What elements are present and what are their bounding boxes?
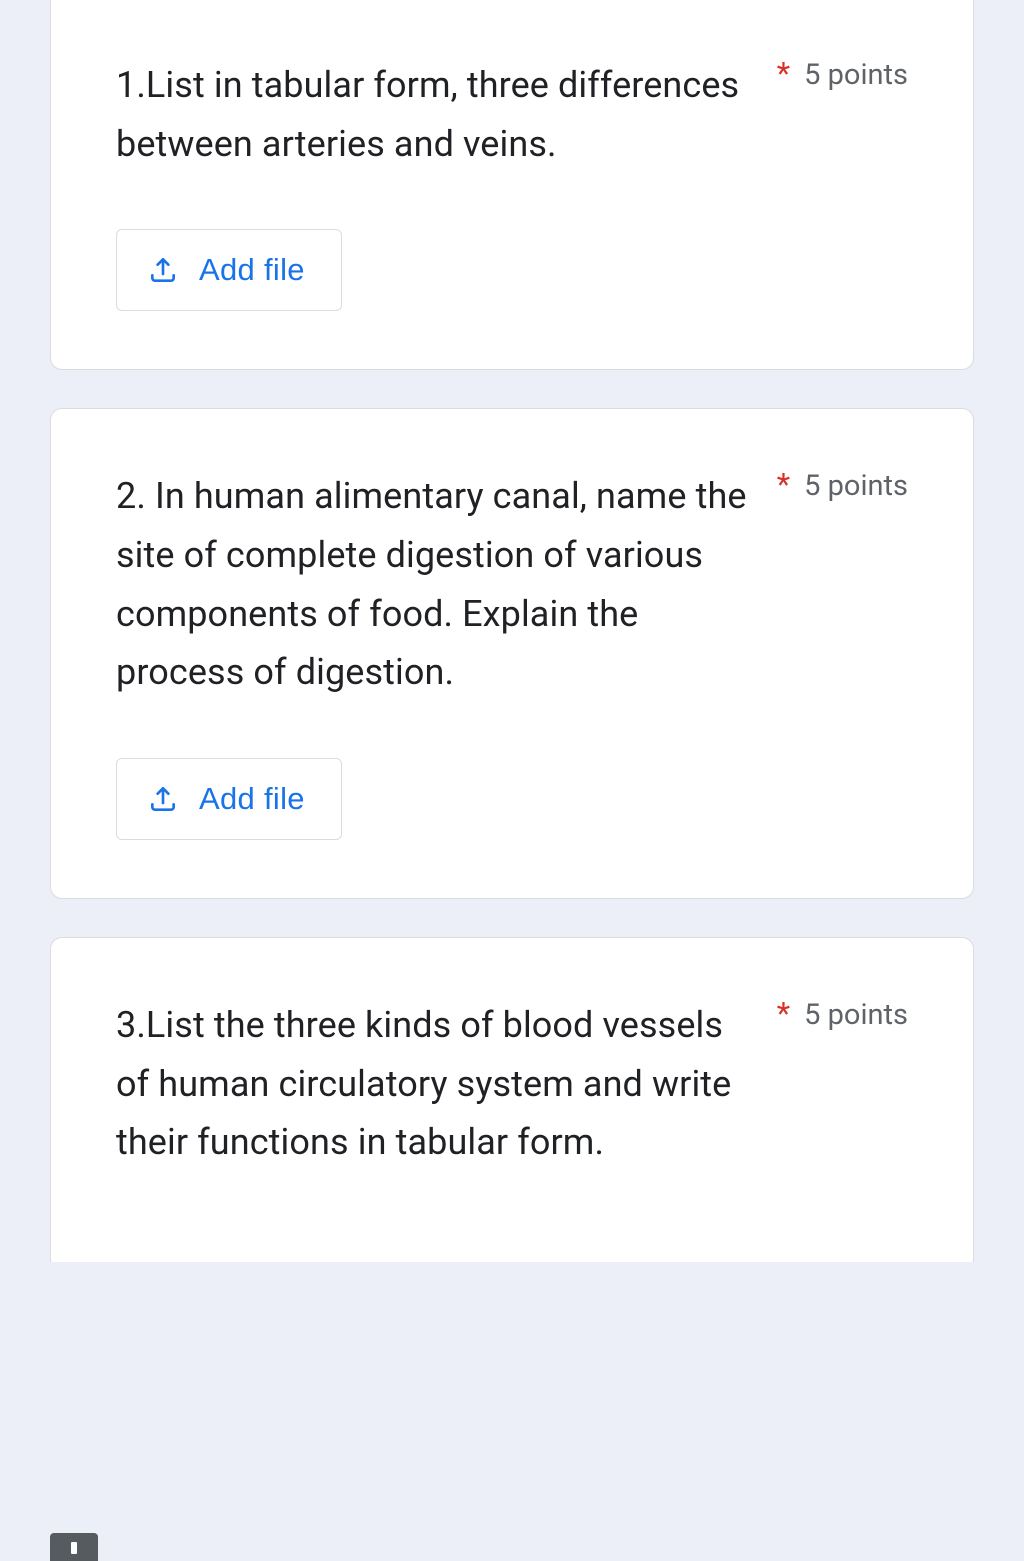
question-row: 1.List in tabular form, three difference… (116, 56, 908, 173)
points-label: 5 points (804, 472, 908, 501)
add-file-label: Add file (199, 781, 305, 817)
question-row: 2. In human alimentary canal, name the s… (116, 467, 908, 702)
form-canvas: 1.List in tabular form, three difference… (0, 0, 1024, 1561)
question-meta: * 5 points (777, 467, 908, 501)
add-file-button[interactable]: Add file (116, 758, 342, 840)
question-card: 2. In human alimentary canal, name the s… (50, 408, 974, 899)
required-asterisk: * (777, 58, 790, 89)
question-row: 3.List the three kinds of blood vessels … (116, 996, 908, 1172)
points-label: 5 points (804, 61, 908, 90)
question-meta: * 5 points (777, 996, 908, 1030)
question-text: 2. In human alimentary canal, name the s… (116, 467, 753, 702)
upload-icon (147, 783, 179, 815)
add-file-button[interactable]: Add file (116, 229, 342, 311)
question-meta: * 5 points (777, 56, 908, 90)
add-file-label: Add file (199, 252, 305, 288)
question-card: 3.List the three kinds of blood vessels … (50, 937, 974, 1262)
required-asterisk: * (777, 998, 790, 1029)
overlay-chip-icon (50, 1533, 98, 1561)
question-text: 1.List in tabular form, three difference… (116, 56, 753, 173)
points-label: 5 points (804, 1001, 908, 1030)
upload-icon (147, 254, 179, 286)
required-asterisk: * (777, 469, 790, 500)
question-text: 3.List the three kinds of blood vessels … (116, 996, 753, 1172)
question-card: 1.List in tabular form, three difference… (50, 0, 974, 370)
